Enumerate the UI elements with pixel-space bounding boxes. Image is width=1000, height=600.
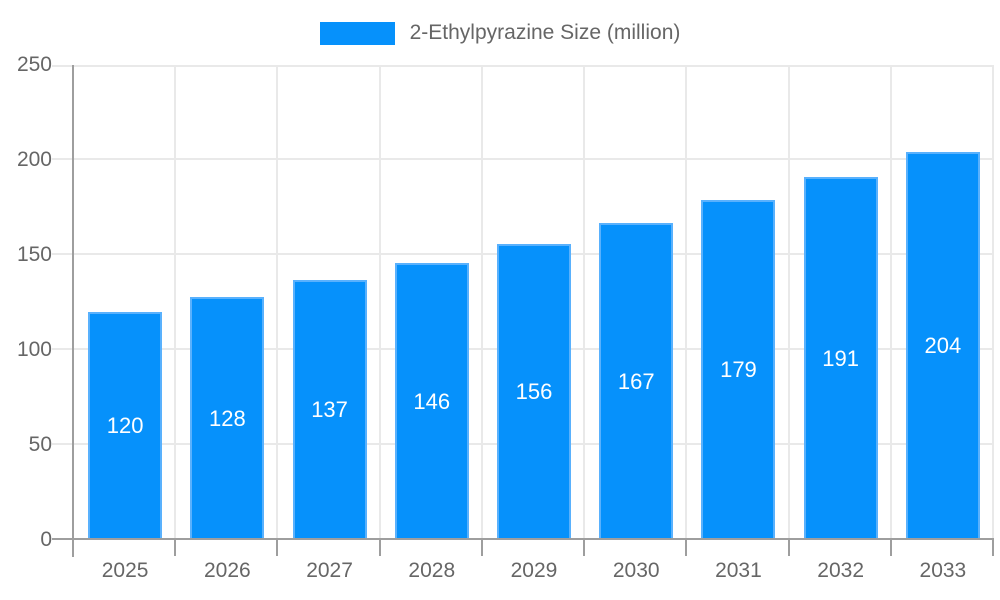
bar-value-label: 204 xyxy=(924,333,962,358)
bar-value-label: 191 xyxy=(822,345,860,371)
bar-value-label: 137 xyxy=(311,397,348,422)
legend-label: 2-Ethylpyrazine Size (million) xyxy=(409,21,681,44)
x-tick-label: 2027 xyxy=(306,559,353,582)
x-gridline xyxy=(787,65,790,540)
x-tick-mark xyxy=(378,540,381,556)
bar-value-label: 167 xyxy=(617,368,655,394)
x-tick-mark xyxy=(583,540,586,556)
bar[interactable]: 137 xyxy=(292,280,367,540)
x-gridline xyxy=(992,65,994,540)
x-gridline xyxy=(685,65,688,540)
x-tick-label: 2029 xyxy=(510,559,558,582)
x-tick-label: 2028 xyxy=(408,559,456,582)
x-tick-mark xyxy=(276,540,279,556)
bar[interactable]: 120 xyxy=(88,312,163,540)
x-gridline xyxy=(378,65,381,540)
x-gridline xyxy=(480,65,483,540)
x-axis-line xyxy=(52,538,994,540)
bar-value-label: 128 xyxy=(208,405,246,431)
bar[interactable]: 128 xyxy=(190,297,265,540)
y-tick-label: 200 xyxy=(16,148,52,171)
bar[interactable]: 179 xyxy=(701,200,776,540)
y-gridline xyxy=(52,158,994,160)
bar[interactable]: 146 xyxy=(394,263,469,540)
bar-value-label: 156 xyxy=(515,379,553,404)
x-tick-label: 2025 xyxy=(101,559,149,582)
x-tick-mark xyxy=(787,540,790,556)
x-tick-mark xyxy=(174,540,177,556)
x-tick-mark xyxy=(992,540,994,556)
x-gridline xyxy=(583,65,586,540)
plot-area: 0 50 100 150 200 250 120 2025 128 2026 137 2027 146 2… xyxy=(17,53,994,582)
bar-value-label: 120 xyxy=(106,413,144,438)
x-tick-label: 2030 xyxy=(612,559,660,582)
legend-swatch xyxy=(319,21,395,45)
bar[interactable]: 204 xyxy=(905,152,980,540)
x-tick-mark xyxy=(480,540,483,556)
x-tick-label: 2031 xyxy=(715,559,762,582)
y-tick-label: 0 xyxy=(40,528,52,551)
x-tick-label: 2032 xyxy=(817,559,865,582)
y-tick-label: 100 xyxy=(16,338,52,361)
x-tick-mark xyxy=(889,540,892,556)
bar[interactable]: 191 xyxy=(803,177,878,540)
y-tick-label: 250 xyxy=(16,53,52,76)
x-tick-label: 2026 xyxy=(203,559,251,582)
x-gridline xyxy=(276,65,279,540)
x-gridline xyxy=(174,65,177,540)
x-tick-mark xyxy=(685,540,688,556)
bar-value-label: 146 xyxy=(413,388,451,414)
y-axis-line xyxy=(72,65,74,557)
y-tick-label: 150 xyxy=(16,243,52,266)
legend-item[interactable]: 2-Ethylpyrazine Size (million) xyxy=(0,18,1000,48)
x-tick-label: 2033 xyxy=(919,559,967,582)
bar-value-label: 179 xyxy=(720,357,757,382)
y-tick-label: 50 xyxy=(28,433,52,456)
bar[interactable]: 156 xyxy=(497,244,571,540)
x-gridline xyxy=(889,65,892,540)
y-gridline xyxy=(52,65,994,67)
bar[interactable]: 167 xyxy=(599,223,674,540)
